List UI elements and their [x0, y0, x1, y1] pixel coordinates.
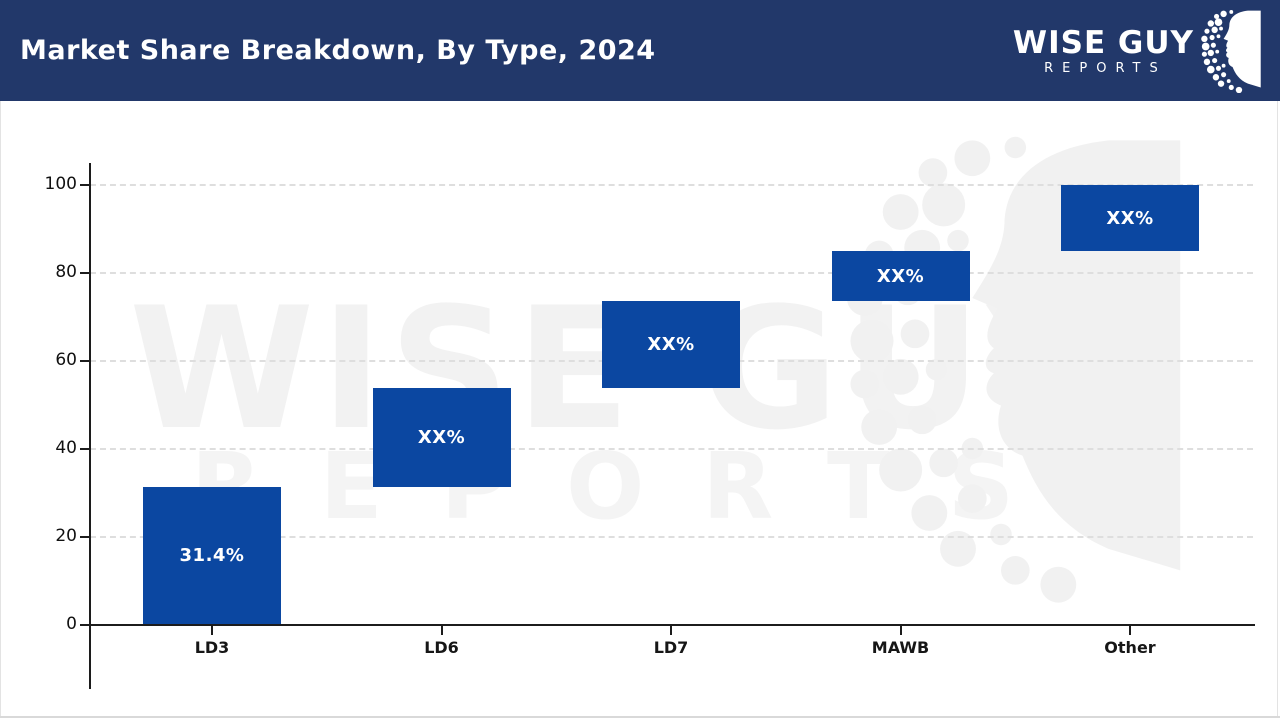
header-bar: Market Share Breakdown, By Type, 2024 WI… — [0, 0, 1280, 101]
y-tick-label-100: 100 — [44, 174, 77, 194]
x-tick-label-MAWB: MAWB — [871, 638, 930, 657]
x-tick-LD3 — [211, 626, 213, 635]
y-axis-line — [89, 163, 91, 689]
bar-LD7: XX% — [602, 300, 740, 389]
gridline-40 — [90, 448, 1253, 450]
bar-label-LD6: XX% — [417, 427, 466, 449]
logo-subtitle: REPORTS — [1044, 60, 1167, 76]
gridline-20 — [90, 536, 1253, 538]
watermark-subtitle: REPORTS — [191, 433, 1073, 540]
x-axis-line — [89, 624, 1255, 626]
bar-label-LD3: 31.4% — [179, 545, 245, 567]
x-tick-label-Other: Other — [1104, 638, 1156, 657]
bottom-border-line — [0, 716, 1280, 718]
dotted-head-icon — [1201, 10, 1261, 93]
bar-label-Other: XX% — [1106, 207, 1154, 229]
x-tick-LD6 — [440, 626, 443, 635]
y-tick-80 — [80, 272, 89, 274]
bar-label-LD7: XX% — [647, 333, 695, 355]
y-tick-40 — [80, 448, 89, 450]
y-tick-0 — [80, 624, 89, 626]
x-tick-label-LD7: LD7 — [653, 638, 689, 657]
x-tick-label-LD3: LD3 — [194, 638, 230, 657]
x-tick-Other — [1129, 626, 1131, 635]
bar-MAWB: XX% — [831, 251, 970, 301]
y-tick-label-80: 80 — [55, 262, 77, 282]
y-tick-100 — [80, 184, 89, 186]
wiseguy-logo: WISE GUY REPORTS — [1013, 6, 1262, 96]
gridline-80 — [90, 272, 1253, 274]
x-tick-MAWB — [899, 626, 902, 635]
y-tick-label-0: 0 — [66, 614, 77, 634]
gridline-100 — [90, 184, 1253, 186]
bar-Other: XX% — [1061, 185, 1199, 252]
logo-wordmark: WISE GUY — [1012, 24, 1194, 61]
page-title: Market Share Breakdown, By Type, 2024 — [20, 35, 656, 66]
y-tick-label-20: 20 — [55, 526, 77, 546]
y-tick-label-40: 40 — [55, 438, 77, 458]
y-tick-60 — [80, 360, 89, 362]
bar-label-MAWB: XX% — [876, 265, 925, 287]
y-tick-20 — [80, 536, 89, 538]
x-tick-LD7 — [670, 626, 672, 635]
bar-LD6: XX% — [372, 388, 511, 487]
y-tick-label-60: 60 — [55, 350, 77, 370]
logo-text: WISE GUY REPORTS — [1012, 24, 1194, 76]
x-tick-label-LD6: LD6 — [424, 638, 459, 657]
bar-LD3: 31.4% — [143, 486, 281, 625]
